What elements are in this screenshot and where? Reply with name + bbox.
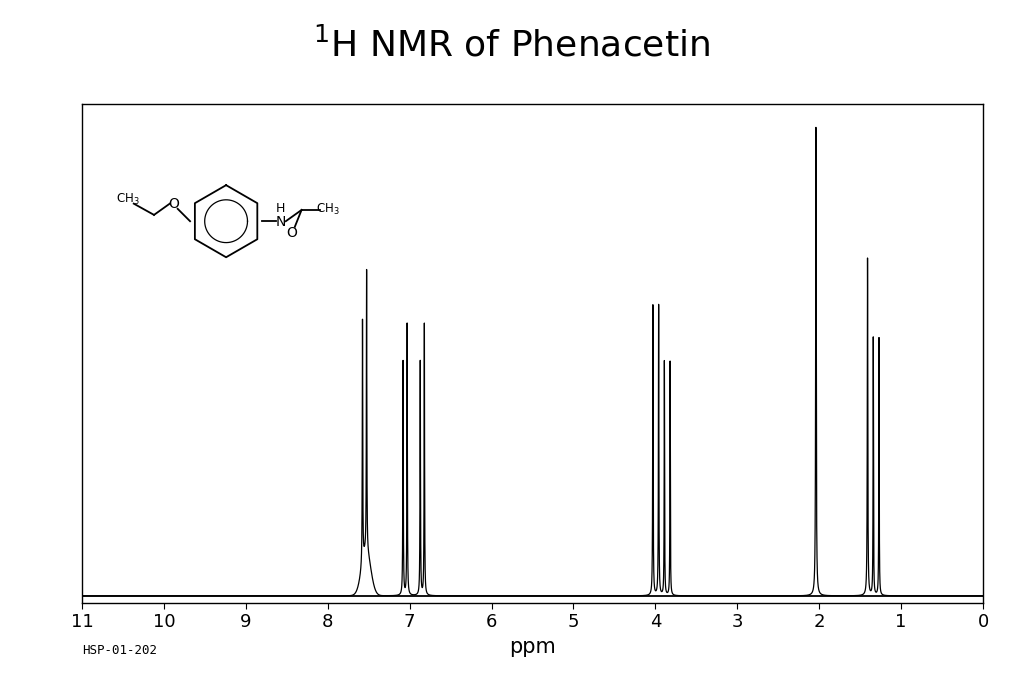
X-axis label: ppm: ppm (509, 637, 556, 657)
Text: HSP-01-202: HSP-01-202 (82, 644, 157, 658)
Text: $^{1}$H NMR of Phenacetin: $^{1}$H NMR of Phenacetin (313, 28, 711, 64)
